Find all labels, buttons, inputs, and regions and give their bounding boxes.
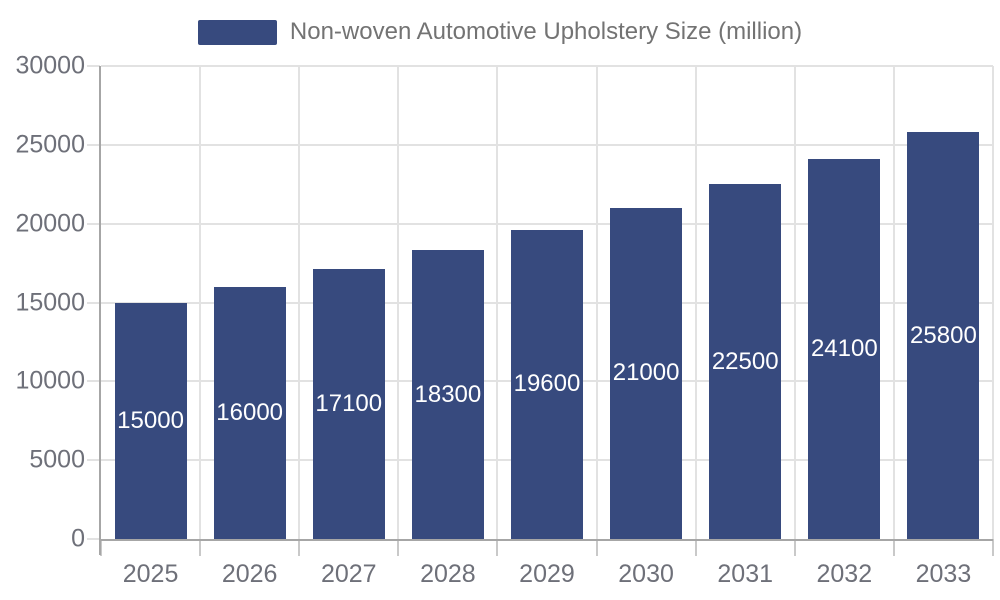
x-axis-tick: [892, 539, 895, 556]
bar-value-label: 22500: [711, 347, 779, 375]
bar-value-label: 19600: [513, 370, 581, 398]
x-axis-tick: [100, 539, 102, 556]
bar-2032[interactable]: 24100: [808, 159, 881, 539]
bar-value-label: 21000: [612, 359, 680, 387]
gridline-vertical: [595, 66, 598, 539]
y-axis-tick: [87, 380, 100, 383]
gridline-vertical: [992, 66, 994, 539]
gridline-horizontal: [101, 65, 993, 67]
bar-cell-2025: 15000: [101, 66, 200, 539]
bar-2029[interactable]: 19600: [510, 229, 583, 539]
x-axis-tick: [992, 539, 994, 556]
x-axis-tick: [199, 539, 202, 556]
bar-value-label: 25800: [910, 321, 977, 349]
y-axis-tick: [87, 301, 100, 304]
x-axis-labels: 2025 2026 2027 2028 2029 2030 2031 2032 2033: [101, 556, 993, 589]
bar-2031[interactable]: 22500: [709, 184, 782, 539]
legend-swatch: [197, 19, 277, 45]
y-axis-tick-label: 0: [71, 524, 85, 553]
y-axis-line: [99, 66, 101, 555]
y-axis-tick: [87, 222, 100, 225]
y-axis-tick-label: 25000: [15, 130, 85, 159]
y-axis-tick: [87, 538, 100, 540]
x-axis-label-2026: 2026: [221, 560, 278, 588]
x-axis-label-2028: 2028: [420, 560, 476, 588]
bar-cell-2031: 22500: [696, 66, 795, 539]
bar-cell-2033: 25800: [894, 66, 993, 539]
x-axis-label-2032: 2032: [816, 560, 873, 588]
x-axis-tick: [694, 539, 697, 556]
bar-2027[interactable]: 17100: [312, 269, 385, 539]
bar-2030[interactable]: 21000: [610, 207, 683, 539]
x-axis-label-2031: 2031: [717, 560, 774, 588]
x-axis-label-2033: 2033: [915, 560, 972, 588]
bar-value-label: 15000: [117, 406, 184, 434]
x-axis-tick: [793, 539, 796, 556]
bar-value-label: 24100: [810, 335, 878, 363]
plot-area: 15000 16000 17100 18300 19600 21000 22500 24100…: [99, 65, 994, 555]
x-axis-tick: [397, 539, 400, 556]
gridline-vertical: [298, 66, 301, 539]
x-axis-tick: [595, 539, 598, 556]
x-axis-label-2027: 2027: [320, 560, 377, 588]
bar-2026[interactable]: 16000: [213, 286, 286, 539]
y-axis-tick-label: 15000: [15, 288, 85, 316]
bar-cell-2028: 18300: [398, 66, 497, 539]
y-axis-tick-label: 5000: [29, 445, 85, 474]
x-axis-label-2025: 2025: [122, 560, 179, 588]
bar-2033[interactable]: 25800: [907, 132, 980, 539]
bar-value-label: 16000: [216, 398, 284, 426]
y-axis-tick-label: 20000: [15, 209, 85, 238]
x-axis-tick: [298, 539, 301, 556]
bar-value-label: 17100: [315, 390, 383, 418]
bars-group: 15000 16000 17100 18300 19600 21000 22500 24100…: [101, 66, 993, 539]
bar-value-label: 18300: [414, 380, 482, 408]
y-axis-tick-label: 10000: [15, 366, 85, 395]
bar-cell-2030: 21000: [597, 66, 696, 539]
gridline-horizontal: [101, 222, 993, 225]
x-axis-tick: [496, 539, 499, 556]
gridline-vertical: [199, 66, 202, 539]
gridline-vertical: [496, 66, 499, 539]
legend-item[interactable]: Non-woven Automotive Upholstery Size (mi…: [0, 13, 1000, 51]
bar-2028[interactable]: 18300: [411, 250, 484, 539]
bar-cell-2032: 24100: [795, 66, 894, 539]
gridline-horizontal: [101, 143, 993, 146]
x-axis-label-2029: 2029: [519, 560, 575, 588]
bar-2025[interactable]: 15000: [114, 302, 187, 539]
bar-cell-2029: 19600: [497, 66, 596, 539]
legend-label: Non-woven Automotive Upholstery Size (mi…: [289, 18, 803, 45]
y-axis-tick: [87, 65, 100, 67]
gridline-vertical: [892, 66, 895, 539]
y-axis-tick: [87, 143, 100, 146]
gridline-vertical: [694, 66, 697, 539]
x-axis-label-2030: 2030: [618, 560, 674, 588]
y-axis-tick-label: 30000: [15, 51, 85, 80]
gridline-vertical: [793, 66, 796, 539]
x-axis-line: [99, 539, 993, 541]
bar-cell-2027: 17100: [299, 66, 398, 539]
gridline-vertical: [397, 66, 400, 539]
y-axis-tick: [87, 459, 100, 462]
bar-cell-2026: 16000: [200, 66, 299, 539]
